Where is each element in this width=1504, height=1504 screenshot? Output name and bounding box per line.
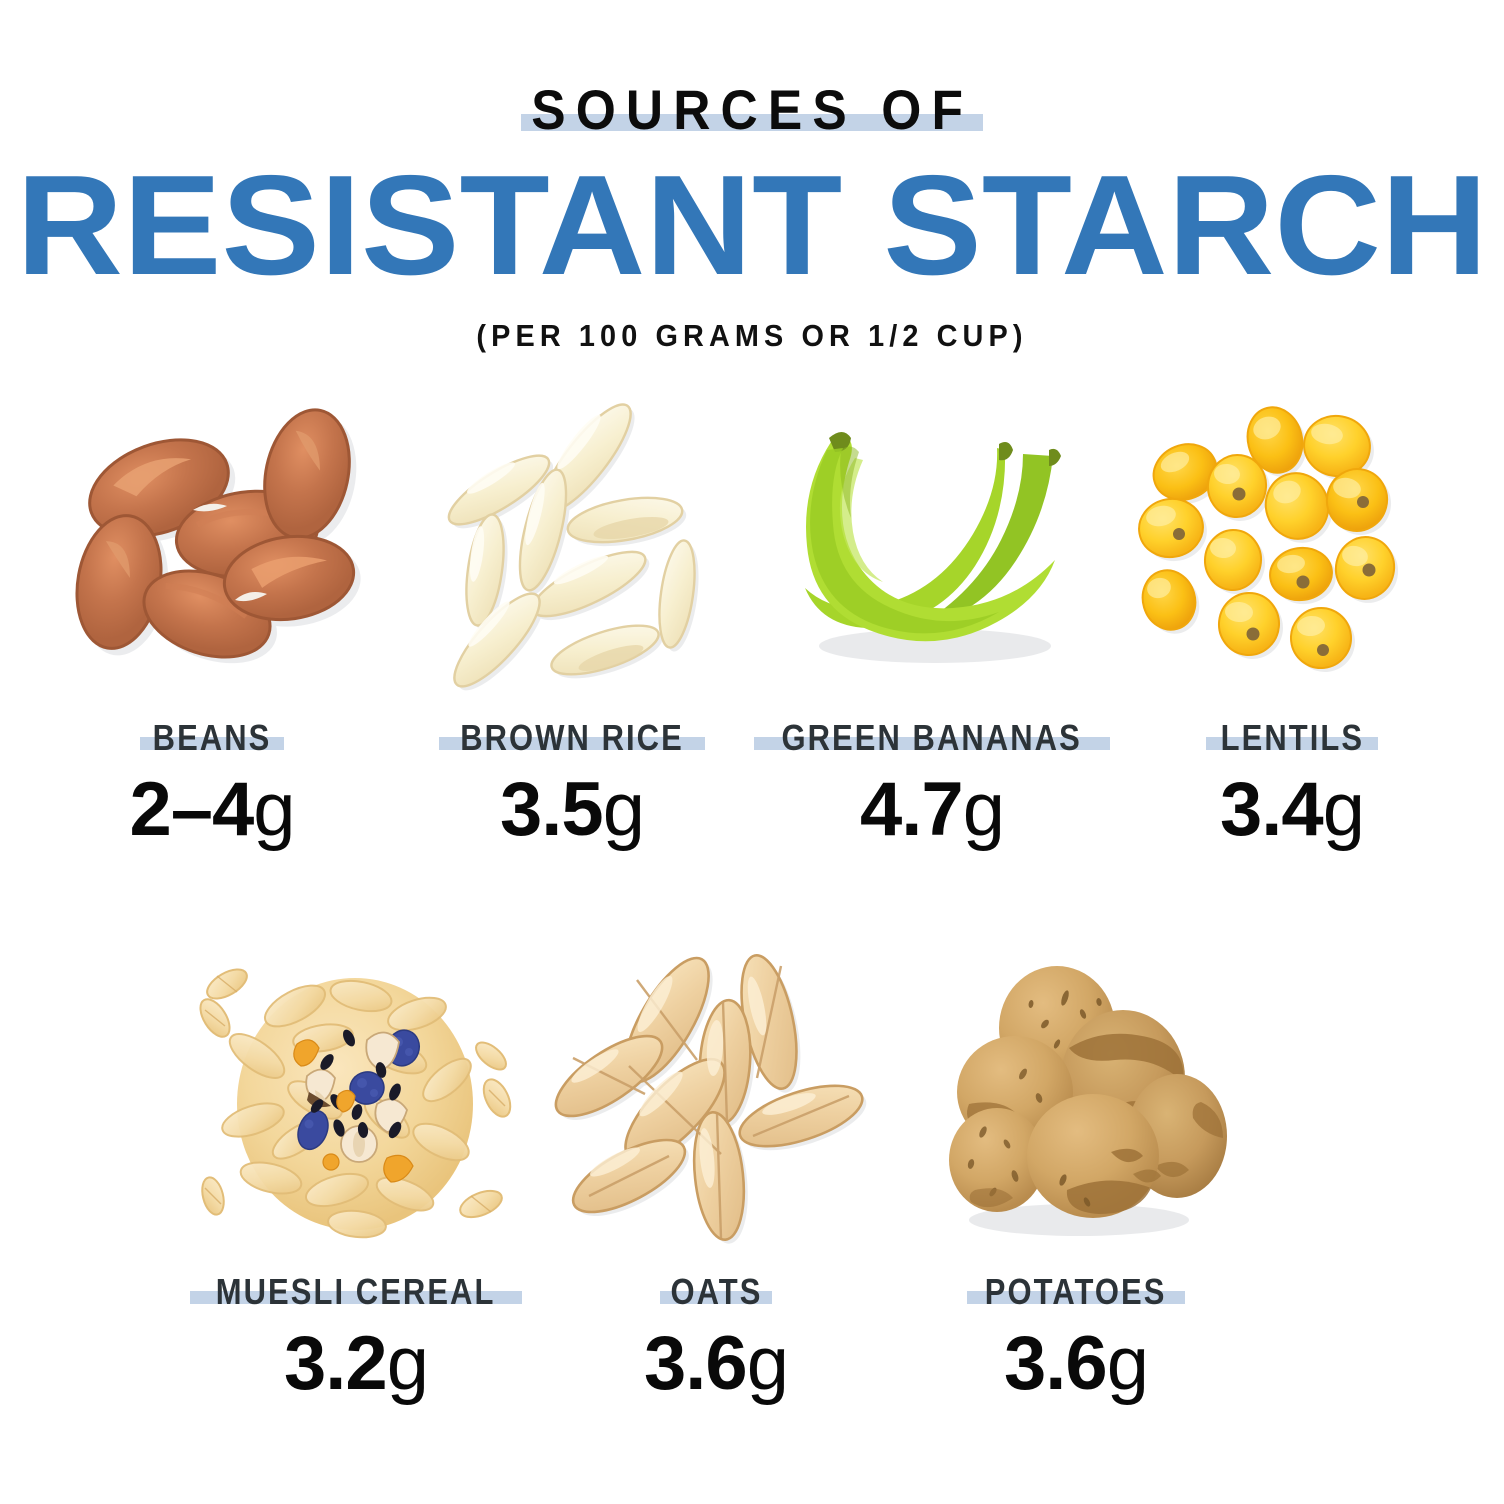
food-label: OATS bbox=[670, 1271, 762, 1312]
kidney-beans-icon bbox=[47, 398, 377, 698]
food-card-muesli-cereal: MUESLI CEREAL 3.2g bbox=[176, 952, 536, 1402]
value-number: 4.7 bbox=[860, 767, 964, 852]
brown-rice-grains-icon bbox=[407, 398, 737, 698]
value-unit: g bbox=[1106, 1321, 1149, 1406]
label-wrap-muesli-cereal: MUESLI CEREAL bbox=[190, 1271, 522, 1312]
value-unit: g bbox=[962, 767, 1005, 852]
food-value: 3.6g bbox=[1004, 1326, 1149, 1402]
value-number: 3.5 bbox=[500, 767, 604, 852]
label-wrap-beans: BEANS bbox=[139, 717, 285, 758]
label-highlight-band bbox=[1205, 737, 1379, 750]
value-number: 3.2 bbox=[284, 1321, 388, 1406]
value-number: 3.6 bbox=[644, 1321, 748, 1406]
value-unit: g bbox=[1322, 767, 1365, 852]
page-title: RESISTANT STARCH bbox=[16, 146, 1488, 305]
kicker-highlight-band bbox=[521, 114, 983, 131]
food-label: GREEN BANANAS bbox=[781, 717, 1083, 758]
value-unit: g bbox=[253, 767, 295, 852]
label-highlight-band bbox=[190, 1291, 522, 1304]
label-wrap-oats: OATS bbox=[659, 1271, 773, 1312]
food-value: 3.2g bbox=[284, 1326, 429, 1402]
food-value: 3.6g bbox=[644, 1326, 789, 1402]
value-unit: g bbox=[602, 767, 645, 852]
value-number: 2–4 bbox=[129, 767, 254, 852]
food-card-green-bananas: GREEN BANANAS 4.7g bbox=[752, 398, 1112, 848]
green-bananas-icon bbox=[767, 398, 1097, 698]
food-card-beans: BEANS 2–4g bbox=[32, 398, 392, 848]
value-unit: g bbox=[386, 1321, 429, 1406]
potatoes-icon bbox=[911, 952, 1241, 1252]
label-highlight-band bbox=[967, 1291, 1185, 1304]
food-label: MUESLI CEREAL bbox=[216, 1271, 496, 1312]
food-label: BEANS bbox=[152, 717, 272, 758]
poster-kicker: SOURCES OF bbox=[531, 78, 973, 141]
title-wrap: RESISTANT STARCH bbox=[0, 146, 1504, 305]
poster-header: SOURCES OF RESISTANT STARCH (PER 100 GRA… bbox=[0, 0, 1504, 354]
food-card-brown-rice: BROWN RICE 3.5g bbox=[392, 398, 752, 848]
muesli-cereal-icon bbox=[191, 952, 521, 1252]
kicker-wrap: SOURCES OF bbox=[512, 82, 992, 138]
food-label: POTATOES bbox=[985, 1271, 1167, 1312]
label-wrap-brown-rice: BROWN RICE bbox=[439, 717, 705, 758]
food-value: 3.5g bbox=[500, 772, 645, 848]
food-value: 3.4g bbox=[1220, 772, 1365, 848]
value-unit: g bbox=[746, 1321, 789, 1406]
oat-grains-icon bbox=[551, 952, 881, 1252]
label-highlight-band bbox=[754, 737, 1110, 750]
food-label: LENTILS bbox=[1220, 717, 1364, 758]
food-row-2: MUESLI CEREAL 3.2g bbox=[140, 952, 1360, 1402]
food-value: 2–4g bbox=[129, 772, 295, 848]
label-highlight-band bbox=[439, 737, 705, 750]
lentils-icon bbox=[1127, 398, 1457, 698]
label-highlight-band bbox=[659, 1291, 773, 1304]
value-number: 3.4 bbox=[1220, 767, 1324, 852]
value-number: 3.6 bbox=[1004, 1321, 1108, 1406]
food-value: 4.7g bbox=[860, 772, 1005, 848]
food-card-potatoes: POTATOES 3.6g bbox=[896, 952, 1256, 1402]
food-card-lentils: LENTILS 3.4g bbox=[1112, 398, 1472, 848]
label-highlight-band bbox=[139, 737, 285, 750]
label-wrap-lentils: LENTILS bbox=[1205, 717, 1379, 758]
food-card-oats: OATS 3.6g bbox=[536, 952, 896, 1402]
poster-subtitle: (PER 100 GRAMS OR 1/2 CUP) bbox=[476, 318, 1028, 354]
food-row-1: BEANS 2–4g bbox=[0, 398, 1504, 848]
label-wrap-green-bananas: GREEN BANANAS bbox=[754, 717, 1110, 758]
food-label: BROWN RICE bbox=[460, 717, 684, 758]
label-wrap-potatoes: POTATOES bbox=[967, 1271, 1185, 1312]
